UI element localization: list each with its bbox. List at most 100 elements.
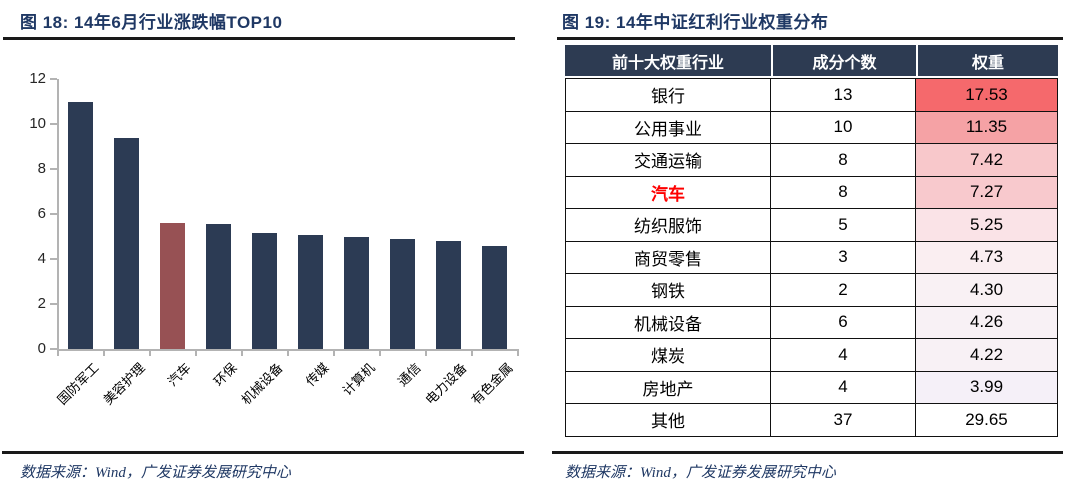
cell-count: 6 [771,306,916,339]
x-tick-label: 计算机 [339,360,378,399]
figure-19-title-rule [557,37,1063,40]
x-tick-label: 通信 [394,360,424,390]
x-tick-label: 有色金属 [468,360,516,408]
bar-国防军工 [67,101,93,349]
table-row: 商贸零售 3 4.73 [565,241,1058,274]
bar-传媒 [297,235,323,349]
table-row: 纺织服饰 5 5.25 [565,209,1058,242]
cell-weight: 4.30 [916,274,1058,307]
y-tick-mark [50,123,57,125]
x-tick-label: 美容护理 [100,360,148,408]
cell-weight: 4.22 [916,339,1058,372]
x-tick-mark [333,351,335,356]
x-tick-mark [57,351,59,356]
y-tick-label: 6 [37,205,46,222]
bar-电力设备 [435,241,461,349]
weights-table-body: 银行 13 17.53 公用事业 10 11.35 交通运输 8 7.42 汽车 8 7.27 纺织服饰… [565,78,1058,437]
table-row: 煤炭 4 4.22 [565,339,1058,372]
cell-count: 4 [771,339,916,372]
bar-汽车 [159,223,185,349]
y-tick-mark [50,213,57,215]
x-tick-mark [149,351,151,356]
x-tick-mark [517,351,519,356]
y-tick-label: 12 [29,70,46,87]
cell-count: 37 [771,404,916,437]
x-tick-mark [241,351,243,356]
cell-weight: 4.73 [916,241,1058,274]
y-tick-label: 8 [37,160,46,177]
table-row: 其他 37 29.65 [565,404,1058,437]
cell-industry: 纺织服饰 [565,209,771,242]
header-weight: 权重 [916,45,1058,78]
cell-count: 5 [771,209,916,242]
x-tick-label: 环保 [210,360,240,390]
x-tick-label: 机械设备 [238,360,286,408]
table-row: 交通运输 8 7.42 [565,144,1058,177]
y-tick-label: 4 [37,250,46,267]
cell-count: 2 [771,274,916,307]
cell-industry: 汽车 [565,176,771,209]
figure-19-bottom-rule [552,451,1063,454]
cell-weight: 7.42 [916,144,1058,177]
cell-industry: 房地产 [565,371,771,404]
cell-count: 8 [771,176,916,209]
plot-area [57,79,519,351]
table-row: 公用事业 10 11.35 [565,111,1058,144]
cell-weight: 7.27 [916,176,1058,209]
bar-chart: 0 2 4 6 8 10 12 国防军工 美容护理 汽车 环保 机械设备 传媒 计算机 通信 电力设备 有色金属 [29,70,519,408]
cell-count: 13 [771,78,916,112]
x-tick-label: 传媒 [302,360,332,390]
cell-weight: 29.65 [916,404,1058,437]
cell-weight: 5.25 [916,209,1058,242]
cell-count: 10 [771,111,916,144]
x-tick-label: 汽车 [164,360,194,390]
cell-industry: 商贸零售 [565,241,771,274]
bar-环保 [205,224,231,349]
cell-industry: 煤炭 [565,339,771,372]
figure-18-title-rule [3,37,515,40]
cell-industry: 银行 [565,78,771,112]
table-row: 银行 13 17.53 [565,78,1058,112]
bar-有色金属 [481,245,507,349]
y-tick-label: 10 [29,115,46,132]
x-tick-mark [103,351,105,356]
cell-industry: 钢铁 [565,274,771,307]
y-tick-label: 0 [37,340,46,357]
figure-19-title: 图 19: 14年中证红利行业权重分布 [562,13,829,32]
cell-industry: 公用事业 [565,111,771,144]
figure-18-source: 数据来源：Wind，广发证券发展研究中心 [20,465,291,481]
x-tick-mark [287,351,289,356]
figure-18-bottom-rule [2,451,524,454]
figure-18-title: 图 18: 14年6月行业涨跌幅TOP10 [20,13,283,32]
cell-weight: 17.53 [916,78,1058,112]
bar-美容护理 [113,137,139,349]
y-tick-mark [50,168,57,170]
cell-industry: 其他 [565,404,771,437]
x-tick-mark [425,351,427,356]
bar-机械设备 [251,233,277,349]
header-industry: 前十大权重行业 [565,45,771,78]
cell-weight: 3.99 [916,371,1058,404]
table-row: 机械设备 6 4.26 [565,306,1058,339]
y-tick-mark [50,258,57,260]
x-tick-mark [471,351,473,356]
cell-weight: 11.35 [916,111,1058,144]
table-header-row: 前十大权重行业 成分个数 权重 [565,45,1058,78]
cell-industry: 机械设备 [565,306,771,339]
cell-weight: 4.26 [916,306,1058,339]
weights-table: 前十大权重行业 成分个数 权重 银行 13 17.53 公用事业 10 11.35 交通运输… [565,45,1058,437]
bar-通信 [389,238,415,349]
table-row: 房地产 4 3.99 [565,371,1058,404]
header-count: 成分个数 [771,45,916,78]
x-tick-label: 国防军工 [54,360,102,408]
y-tick-mark [50,78,57,80]
table-row: 钢铁 2 4.30 [565,274,1058,307]
x-tick-mark [379,351,381,356]
table-row: 汽车 8 7.27 [565,176,1058,209]
figure-19-source: 数据来源：Wind，广发证券发展研究中心 [565,465,836,481]
y-tick-label: 2 [37,295,46,312]
cell-count: 8 [771,144,916,177]
cell-count: 3 [771,241,916,274]
bar-计算机 [343,236,369,349]
